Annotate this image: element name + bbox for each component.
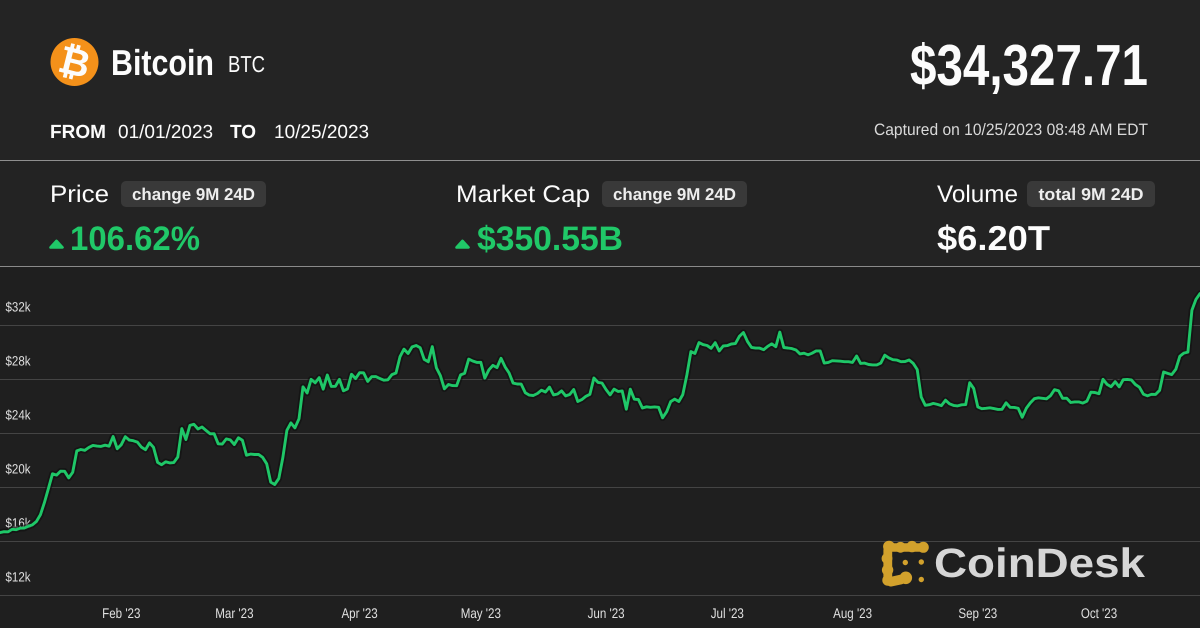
- svg-text:CoinDesk: CoinDesk: [934, 540, 1145, 586]
- svg-text:May '23: May '23: [461, 605, 501, 621]
- svg-text:$350.55B: $350.55B: [477, 220, 623, 258]
- svg-text:$34,327.71: $34,327.71: [910, 33, 1148, 98]
- svg-text:01/01/2023: 01/01/2023: [118, 122, 213, 143]
- svg-text:Price: Price: [50, 181, 109, 208]
- svg-text:total 9M 24D: total 9M 24D: [1039, 185, 1144, 204]
- svg-text:$28k: $28k: [6, 354, 31, 369]
- svg-text:Aug '23: Aug '23: [833, 605, 872, 621]
- svg-text:106.62%: 106.62%: [70, 220, 200, 258]
- svg-text:Apr '23: Apr '23: [341, 605, 377, 621]
- svg-text:Jul '23: Jul '23: [711, 605, 744, 621]
- svg-text:Captured on 10/25/2023 08:48 A: Captured on 10/25/2023 08:48 AM EDT: [874, 121, 1148, 139]
- svg-text:Market Cap: Market Cap: [456, 181, 590, 208]
- svg-text:$32k: $32k: [6, 300, 31, 315]
- svg-text:Oct '23: Oct '23: [1081, 605, 1117, 621]
- svg-text:Jun '23: Jun '23: [588, 605, 625, 621]
- svg-text:Volume: Volume: [937, 181, 1018, 208]
- svg-text:$6.20T: $6.20T: [937, 220, 1050, 258]
- svg-text:Sep '23: Sep '23: [958, 605, 997, 621]
- svg-text:FROM: FROM: [50, 122, 106, 143]
- svg-text:10/25/2023: 10/25/2023: [274, 122, 369, 143]
- svg-text:change 9M 24D: change 9M 24D: [613, 185, 736, 204]
- svg-text:$24k: $24k: [6, 408, 31, 423]
- svg-text:BTC: BTC: [228, 51, 265, 77]
- svg-text:Feb '23: Feb '23: [102, 605, 140, 621]
- svg-text:Bitcoin: Bitcoin: [111, 42, 214, 83]
- svg-text:Mar '23: Mar '23: [215, 605, 253, 621]
- svg-text:$20k: $20k: [6, 462, 31, 477]
- svg-text:$12k: $12k: [6, 570, 31, 585]
- svg-text:change 9M 24D: change 9M 24D: [132, 185, 255, 204]
- svg-text:TO: TO: [230, 122, 256, 143]
